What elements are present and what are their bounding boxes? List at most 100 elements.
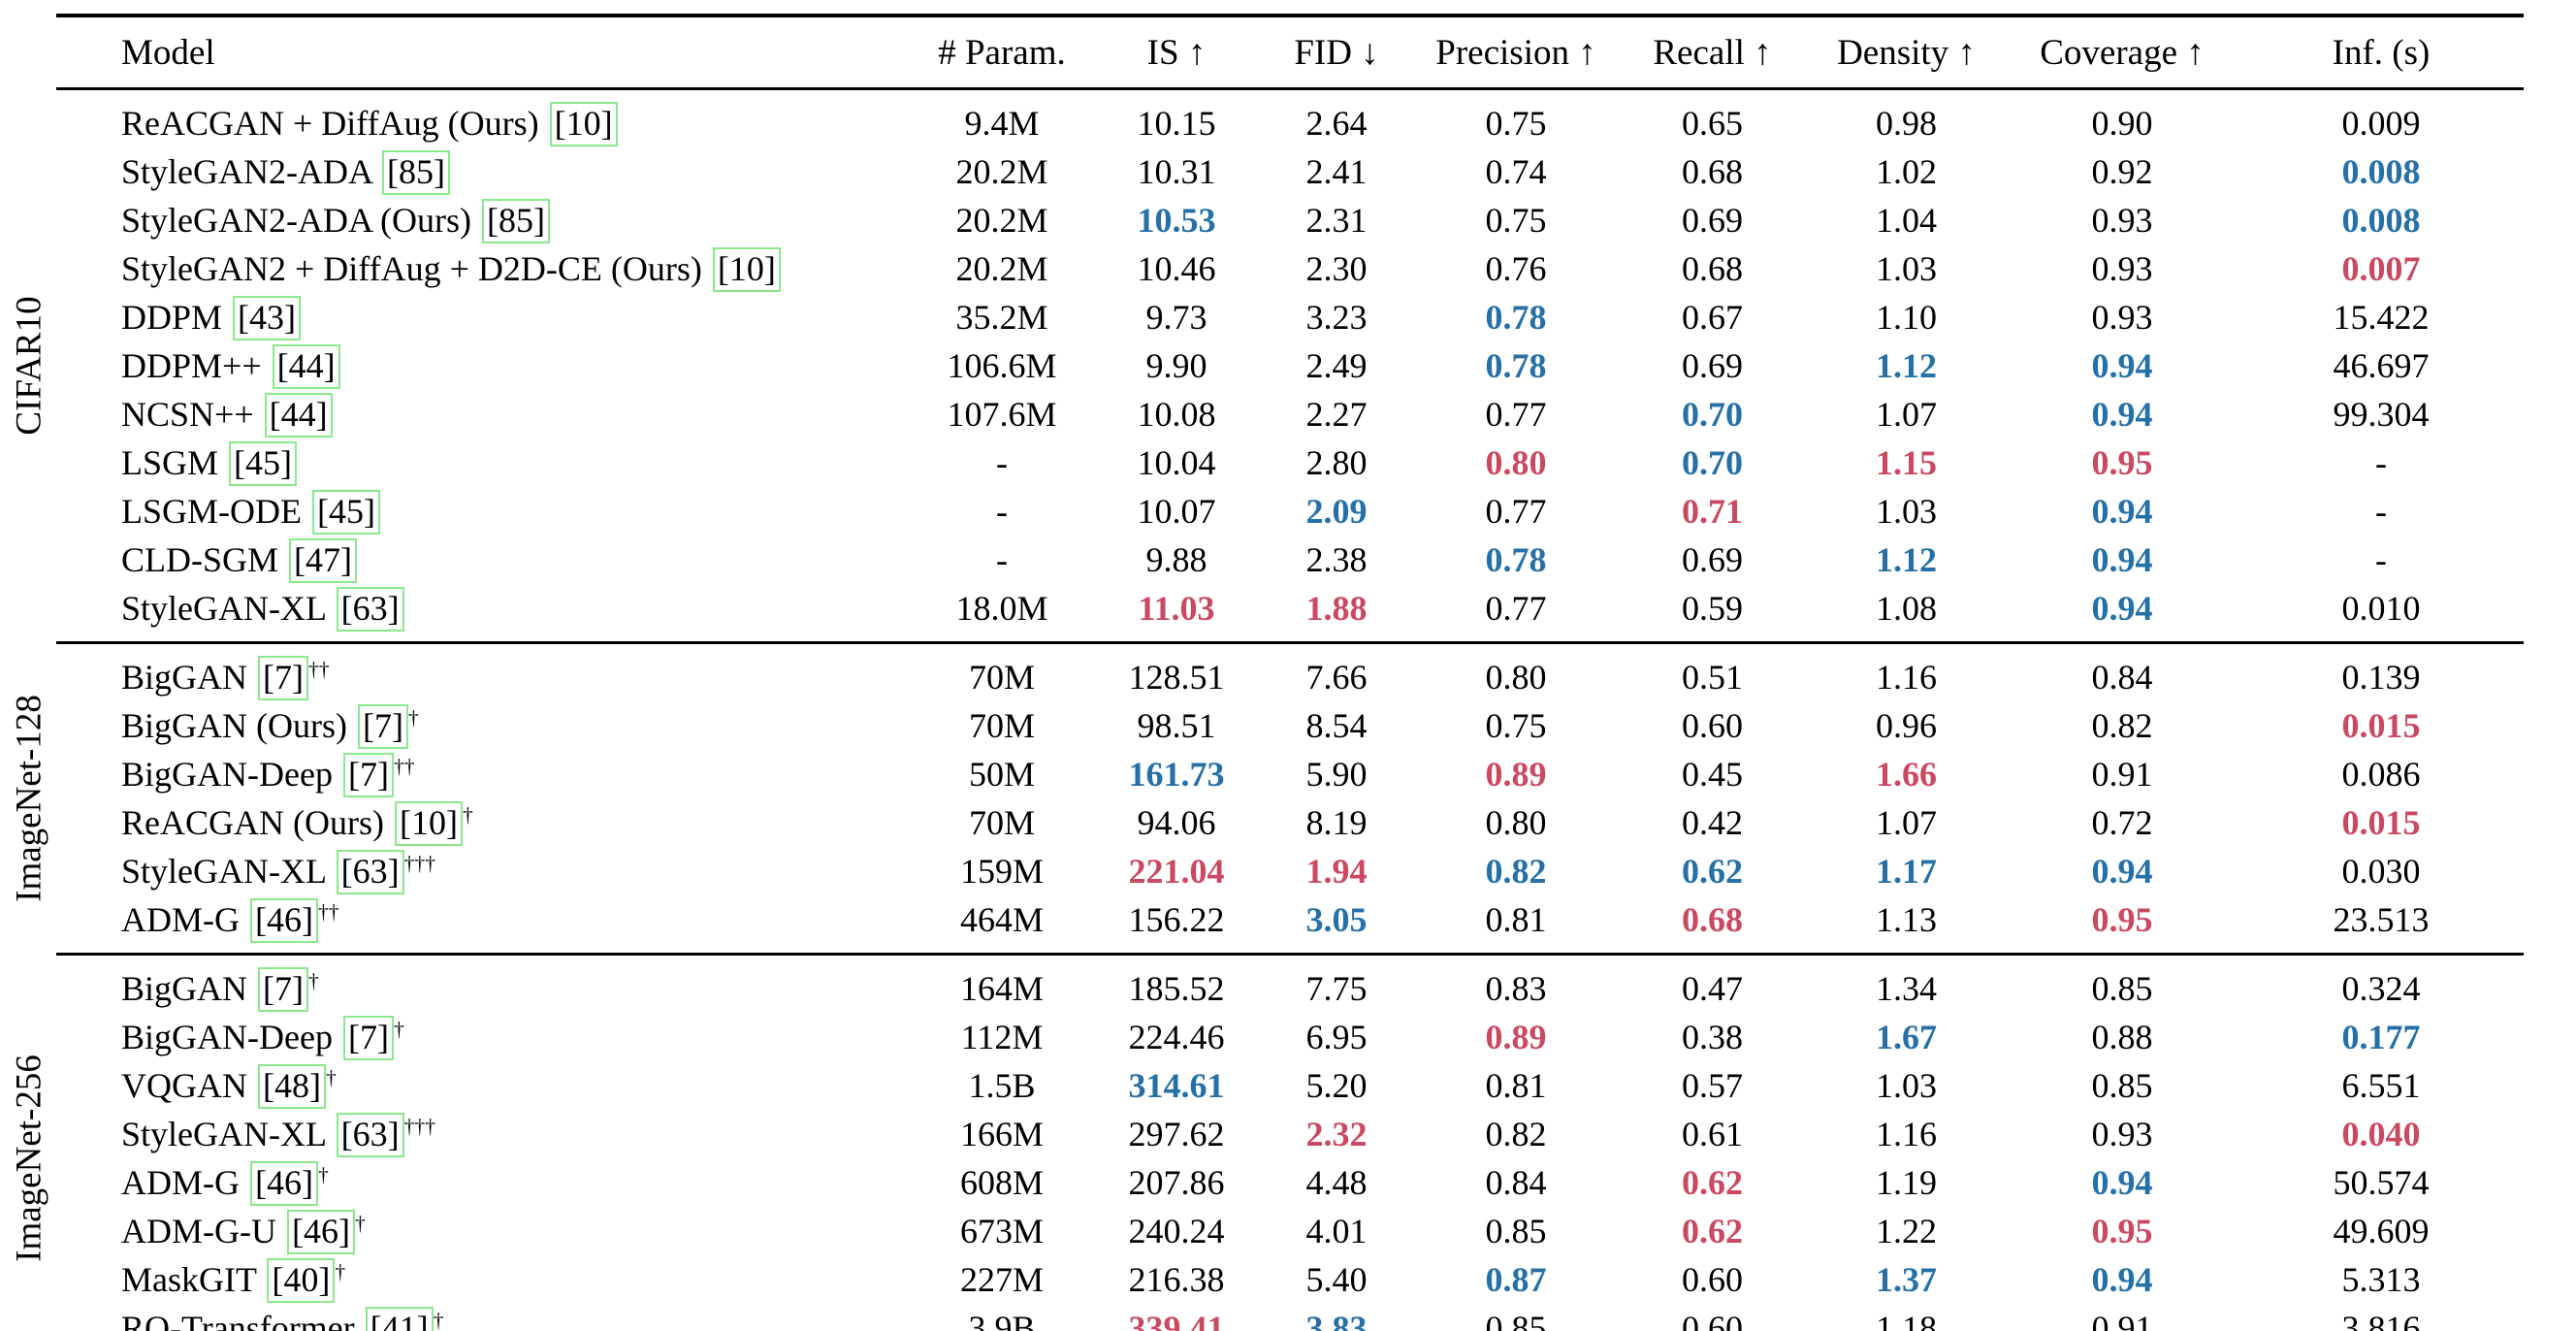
model-name: StyleGAN-XL [121,589,335,628]
citation-link[interactable]: [45] [229,441,298,486]
model-name: BigGAN-Deep [121,755,341,794]
section-cifar10: ReACGAN + DiffAug (Ours) [10] 9.4M 10.15 2.… [56,88,2524,643]
citation-link[interactable]: [43] [233,296,302,341]
model-name: VQGAN [121,1066,256,1105]
citation-link[interactable]: [48] [258,1064,326,1109]
metric-cell-fid: 4.48 [1305,1163,1368,1202]
citation-link[interactable]: [7] [258,656,308,700]
citation-link[interactable]: [45] [312,490,380,535]
metric-cell-precision: 0.80 [1485,658,1547,697]
model-cell: BigGAN [7] †† [56,643,910,702]
metric-cell-density: 1.07 [1876,803,1937,842]
metric-cell-coverage: 0.94 [2091,540,2153,579]
table-row: BigGAN [7] † 164M 185.52 7.75 0.83 0.47 1.34 0.8… [56,955,2524,1014]
metric-cell-fid: 7.75 [1305,969,1368,1008]
metric-cell-is: 128.51 [1128,658,1225,697]
model-cell: ReACGAN (Ours) [10] † [56,798,910,847]
model-name: NCSN++ [121,395,263,434]
citation-link[interactable]: [47] [289,538,358,583]
metric-cell-precision: 0.75 [1485,706,1547,745]
header-cell-model: Model [121,32,215,73]
dagger-superscript: † [325,1066,337,1089]
table-row: ReACGAN (Ours) [10] † 70M 94.06 8.19 0.80 0.42… [56,798,2524,847]
metric-cell-coverage: 0.93 [2091,201,2153,240]
model-name: LSGM-ODE [121,492,310,531]
model-name: BigGAN-Deep [121,1018,341,1056]
metric-cell-precision: 0.75 [1485,104,1547,143]
metric-cell-density: 1.37 [1876,1260,1937,1299]
citation-link[interactable]: [63] [336,850,404,894]
header-cell-inf-s: Inf. (s) [2332,32,2431,73]
citation-link[interactable]: [63] [336,1113,404,1157]
metric-cell-inf-s: - [2375,443,2387,482]
model-name: StyleGAN2 + DiffAug + D2D-CE (Ours) [121,249,711,288]
citation-link[interactable]: [46] [286,1210,355,1254]
header-row: Model # Param. IS ↑ FID ↓ Precision ↑ Recall … [56,16,2524,89]
model-name: DDPM++ [121,346,271,385]
table-row: BigGAN-Deep [7] †† 50M 161.73 5.90 0.89 0.45 1.… [56,750,2524,798]
dagger-superscript: † [433,1309,444,1331]
citation-link[interactable]: [85] [382,150,450,195]
citation-link[interactable]: [44] [272,344,340,389]
model-cell: BigGAN [7] † [56,955,910,1014]
metric-cell-recall: 0.67 [1682,298,1743,337]
model-cell: BigGAN-Deep [7] †† [56,750,910,798]
metric-cell-param: 164M [959,969,1044,1008]
metric-cell-precision: 0.81 [1485,900,1547,939]
metric-cell-fid: 5.40 [1305,1260,1368,1299]
citation-link[interactable]: [10] [549,102,618,146]
metric-cell-is: 10.08 [1137,395,1216,434]
citation-link[interactable]: [46] [250,1161,318,1206]
section-imagenet-128: BigGAN [7] †† 70M 128.51 7.66 0.80 0.51 1.16 0.8… [56,642,2524,955]
dagger-superscript: † [308,969,319,992]
table-row: ADM-G [46] †† 464M 156.22 3.05 0.81 0.68 1.13 0.… [56,895,2524,955]
metric-cell-recall: 0.60 [1682,706,1743,745]
metric-cell-density: 1.16 [1876,1115,1937,1153]
metric-cell-recall: 0.45 [1682,755,1743,794]
citation-link[interactable]: [40] [267,1258,336,1303]
citation-link[interactable]: [7] [342,753,394,797]
model-cell: StyleGAN-XL [63] [56,584,910,643]
model-name: ReACGAN (Ours) [121,803,393,842]
metric-cell-coverage: 0.95 [2091,443,2153,482]
metric-cell-precision: 0.89 [1485,755,1547,794]
metric-cell-density: 1.22 [1876,1212,1937,1250]
metric-cell-fid: 2.49 [1305,346,1368,385]
dagger-superscript: † [462,803,473,827]
citation-link[interactable]: [46] [250,898,318,943]
metric-cell-coverage: 0.91 [2091,1309,2153,1331]
metric-cell-param: 227M [959,1260,1044,1299]
citation-link[interactable]: [41] [365,1307,434,1331]
header-cell-is: IS ↑ [1146,32,1207,73]
dagger-superscript: †† [393,755,415,778]
metric-cell-coverage: 0.91 [2091,755,2153,794]
citation-link[interactable]: [7] [342,1016,394,1060]
metric-cell-recall: 0.70 [1682,443,1743,482]
dagger-superscript: † [335,1260,346,1283]
header-cell-precision: Precision ↑ [1435,32,1596,73]
citation-link[interactable]: [44] [264,393,333,438]
dagger-superscript: ††† [403,1115,436,1138]
citation-link[interactable]: [85] [481,199,550,243]
table-row: StyleGAN2-ADA [85] 20.2M 10.31 2.41 0.74 0.68… [56,147,2524,196]
citation-link[interactable]: [10] [394,801,463,846]
metric-cell-recall: 0.68 [1682,152,1743,191]
citation-link[interactable]: [63] [336,587,404,632]
citation-link[interactable]: [7] [357,704,408,749]
metric-cell-param: 50M [968,755,1035,794]
metric-cell-coverage: 0.72 [2091,803,2153,842]
metric-cell-is: 339.41 [1128,1309,1225,1331]
metric-cell-recall: 0.69 [1682,540,1743,579]
table-row: DDPM++ [44] 106.6M 9.90 2.49 0.78 0.69 1.12 0.9… [56,341,2524,390]
metric-cell-is: 224.46 [1128,1018,1225,1056]
metric-cell-recall: 0.65 [1682,104,1743,143]
citation-link[interactable]: [10] [712,247,781,292]
metric-cell-inf-s: 0.040 [2341,1115,2421,1153]
metric-cell-inf-s: 0.015 [2341,706,2421,745]
metric-cell-coverage: 0.85 [2091,969,2153,1008]
metric-cell-precision: 0.74 [1485,152,1547,191]
citation-link[interactable]: [7] [258,967,308,1012]
metric-cell-density: 1.15 [1876,443,1937,482]
model-name: StyleGAN-XL [121,1115,335,1153]
